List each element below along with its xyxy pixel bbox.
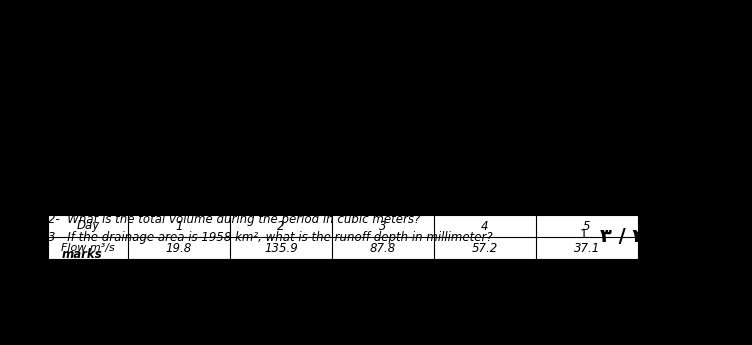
Text: marks: marks: [62, 248, 103, 261]
Text: 135.9: 135.9: [264, 241, 298, 255]
Text: Day: Day: [77, 219, 99, 233]
Text: 5: 5: [584, 219, 591, 233]
Text: Flow m³/s: Flow m³/s: [61, 243, 115, 253]
Text: 2-  What is the total volume during the period in cubic meters?: 2- What is the total volume during the p…: [48, 213, 420, 226]
Text: 87.8: 87.8: [370, 241, 396, 255]
Text: ۳ / ۲: ۳ / ۲: [600, 227, 644, 246]
Text: 1-  What is the mean flow rate for the period of cubic meter per second?: 1- What is the mean flow rate for the pe…: [48, 195, 477, 208]
Text: 2: 2: [277, 219, 285, 233]
Text: 1: 1: [580, 228, 588, 241]
Text: 19.8: 19.8: [166, 241, 192, 255]
Text: 37.1: 37.1: [574, 241, 600, 255]
Text: 3: 3: [379, 219, 387, 233]
Text: A.: A.: [68, 30, 84, 44]
Text: 1: 1: [175, 219, 183, 233]
Text: B. Define the following terms: B. Define the following terms: [48, 317, 243, 330]
Bar: [48, 215, 638, 259]
Text: 10 marks: 10 marks: [620, 317, 675, 330]
Text: 57.2: 57.2: [472, 241, 498, 255]
Text: 3-  If the drainage area is 1958 km², what is the runoff depth in millimeter?: 3- If the drainage area is 1958 km², wha…: [48, 231, 493, 244]
Text: Given below are the daily mean flows in cubic meters per second at a gauging sta: Given below are the daily mean flows in …: [90, 30, 629, 43]
Text: 4: 4: [481, 219, 489, 233]
Text: 6.: 6.: [48, 30, 63, 44]
Text: 2: 2: [670, 80, 678, 93]
Text: for a period of 5 days.: for a period of 5 days.: [90, 52, 228, 65]
